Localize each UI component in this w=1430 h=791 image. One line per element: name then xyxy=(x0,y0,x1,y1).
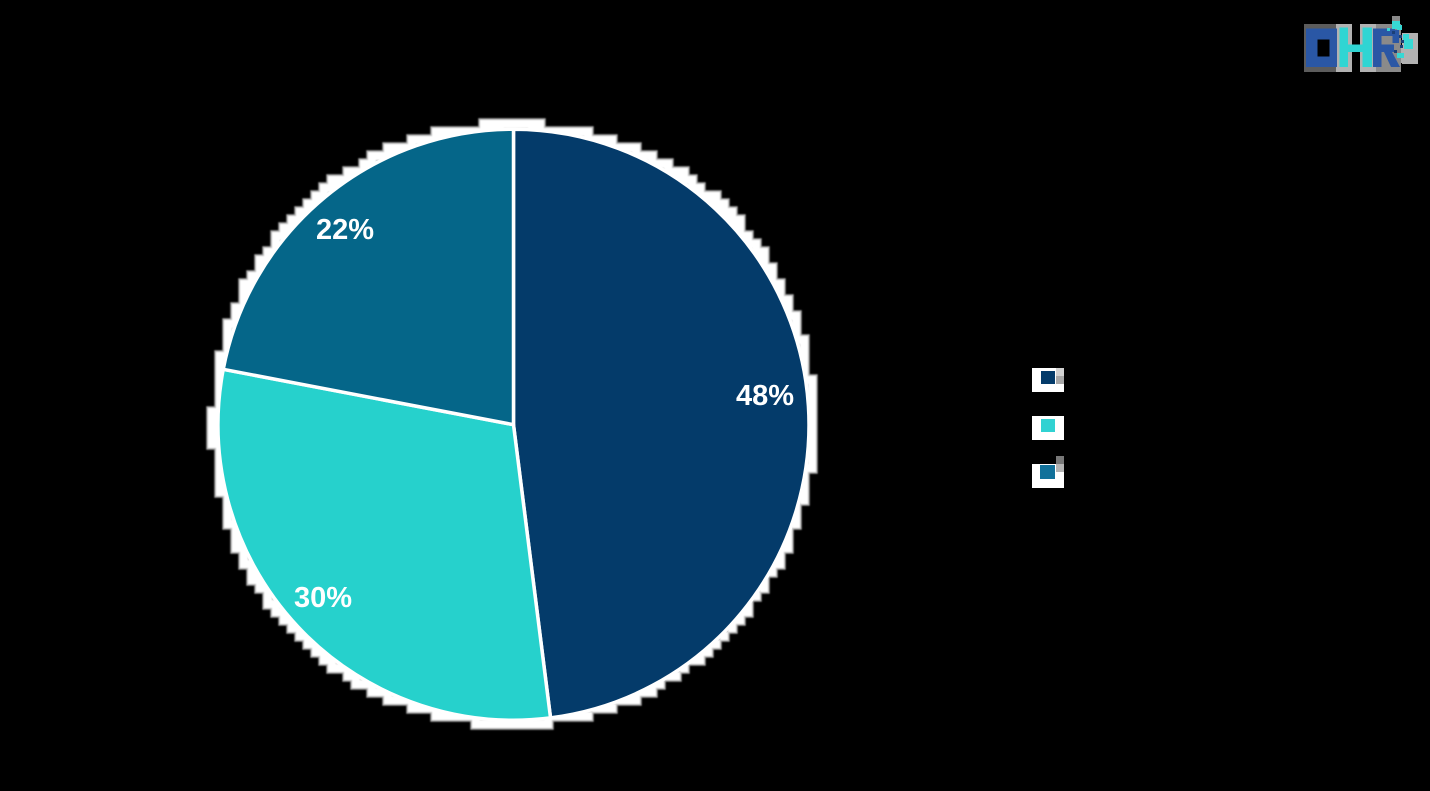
svg-text:48%: 48% xyxy=(736,380,794,412)
svg-text:30%: 30% xyxy=(294,582,352,614)
svg-text:22%: 22% xyxy=(316,214,374,246)
